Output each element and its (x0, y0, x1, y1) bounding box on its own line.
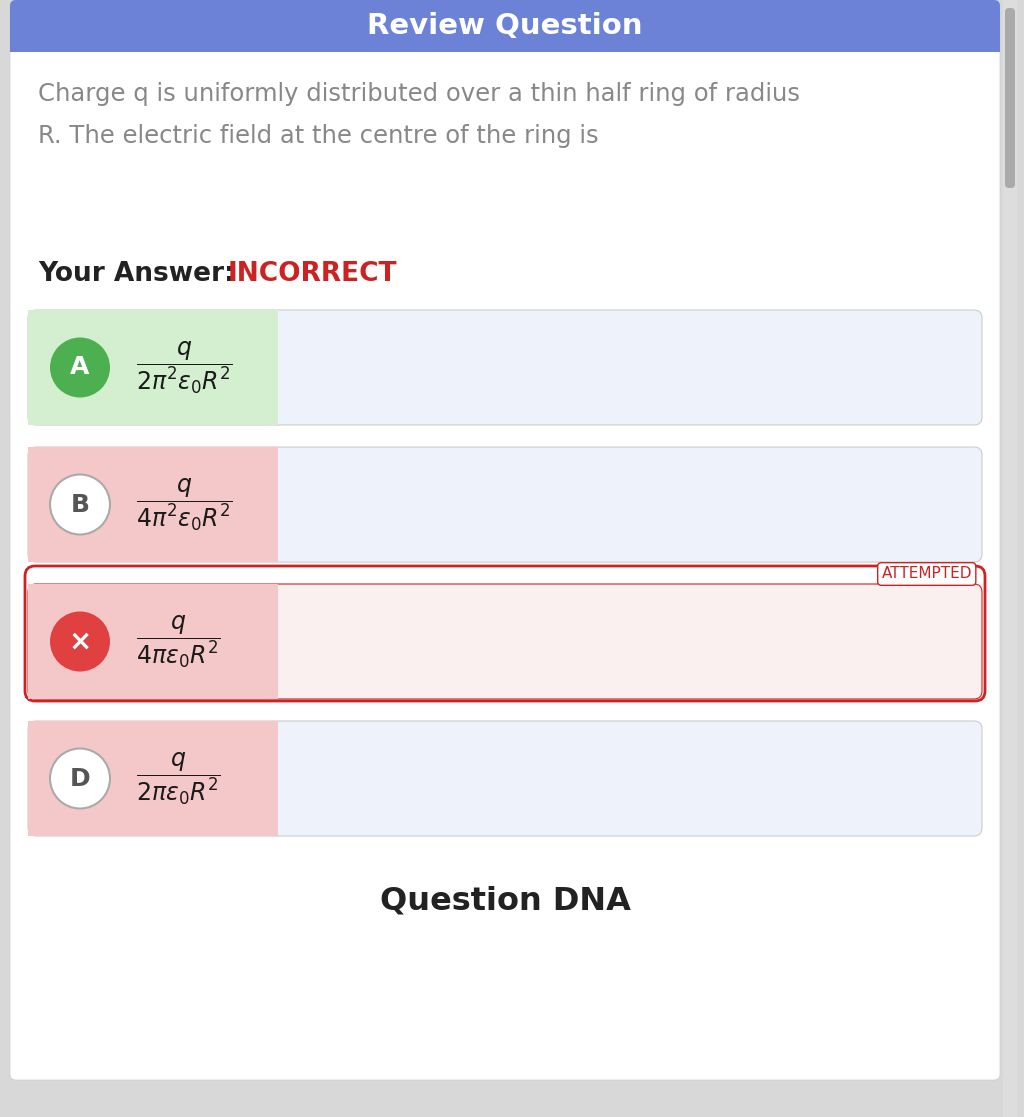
FancyBboxPatch shape (10, 0, 1000, 1080)
Bar (10, 40, 1000, 52)
Bar (1002, 0, 1017, 1117)
Text: B: B (71, 493, 89, 516)
Circle shape (50, 475, 110, 535)
Text: $\dfrac{q}{2\pi^2 \epsilon_0 R^2}$: $\dfrac{q}{2\pi^2 \epsilon_0 R^2}$ (136, 340, 232, 397)
Text: $\dfrac{q}{4\pi^2 \epsilon_0 R^2}$: $\dfrac{q}{4\pi^2 \epsilon_0 R^2}$ (136, 476, 232, 533)
Text: $\dfrac{q}{2\pi \epsilon_0 R^2}$: $\dfrac{q}{2\pi \epsilon_0 R^2}$ (136, 750, 220, 806)
FancyBboxPatch shape (28, 311, 278, 424)
FancyBboxPatch shape (10, 0, 1000, 52)
Text: Your Answer:: Your Answer: (38, 261, 234, 287)
Text: $\dfrac{q}{4\pi \epsilon_0 R^2}$: $\dfrac{q}{4\pi \epsilon_0 R^2}$ (136, 613, 220, 670)
FancyBboxPatch shape (28, 584, 982, 699)
FancyBboxPatch shape (28, 584, 278, 699)
Text: A: A (71, 355, 90, 380)
FancyBboxPatch shape (28, 447, 278, 562)
Bar (28, 584, 278, 699)
Bar (262, 311, 278, 424)
Bar (262, 722, 278, 836)
Bar (28, 720, 278, 836)
Text: ×: × (69, 628, 91, 656)
Bar (28, 311, 278, 424)
FancyBboxPatch shape (25, 566, 985, 701)
Bar (262, 448, 278, 561)
Bar (262, 585, 278, 698)
Text: R. The electric field at the centre of the ring is: R. The electric field at the centre of t… (38, 124, 599, 147)
Circle shape (50, 337, 110, 398)
FancyBboxPatch shape (28, 447, 982, 562)
Text: Review Question: Review Question (368, 12, 643, 40)
Bar (28, 447, 278, 562)
Text: Question DNA: Question DNA (380, 886, 631, 917)
Text: ATTEMPTED: ATTEMPTED (882, 566, 972, 582)
Text: D: D (70, 766, 90, 791)
FancyBboxPatch shape (1005, 8, 1015, 188)
Circle shape (50, 611, 110, 671)
FancyBboxPatch shape (28, 720, 982, 836)
Text: Charge q is uniformly distributed over a thin half ring of radius: Charge q is uniformly distributed over a… (38, 82, 800, 106)
Text: INCORRECT: INCORRECT (228, 261, 397, 287)
FancyBboxPatch shape (28, 311, 982, 424)
Circle shape (50, 748, 110, 809)
FancyBboxPatch shape (28, 720, 278, 836)
